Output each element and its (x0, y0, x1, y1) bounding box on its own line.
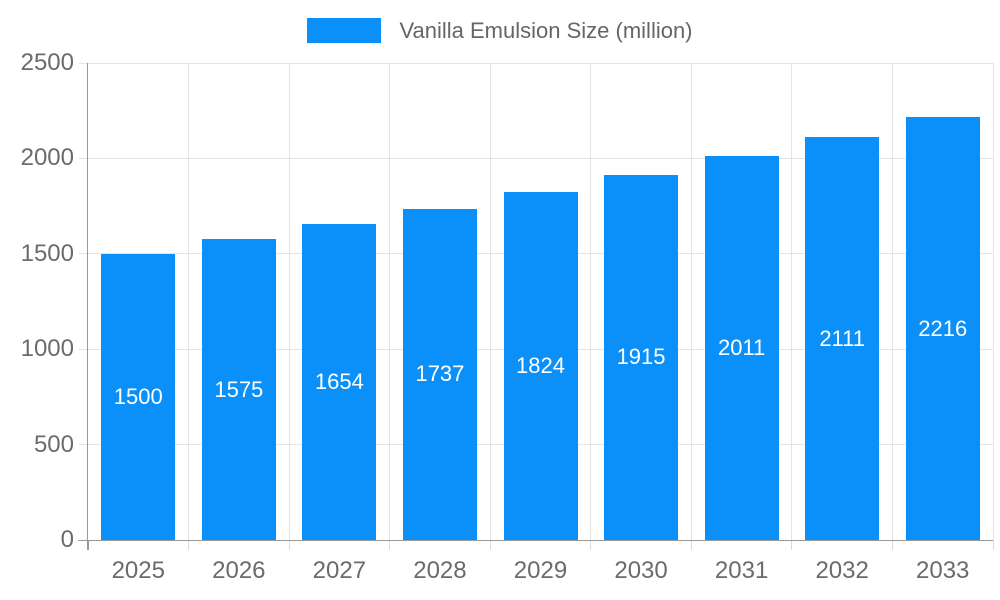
bar-value-label: 1575 (214, 376, 264, 402)
bar-2027[interactable] (302, 224, 377, 540)
x-axis-tick (389, 540, 391, 550)
x-axis-label: 2032 (815, 557, 869, 584)
y-axis-label: 2000 (20, 144, 74, 172)
x-axis-label: 2030 (614, 557, 668, 584)
y-axis-tick (79, 444, 88, 446)
x-gridline (389, 63, 391, 540)
y-axis-label: 2500 (20, 49, 74, 76)
x-axis-label: 2028 (413, 557, 467, 584)
bar-value-label: 1915 (616, 344, 666, 370)
bar-2032[interactable] (805, 137, 880, 540)
bar-value-label: 2216 (918, 315, 968, 341)
chart-legend[interactable]: Vanilla Emulsion Size (million) (0, 14, 1000, 46)
x-gridline (992, 63, 994, 540)
x-axis-label: 2025 (111, 557, 165, 584)
bar-2033[interactable] (905, 117, 980, 540)
x-gridline (188, 63, 190, 540)
y-axis-line (87, 63, 88, 550)
bar-2030[interactable] (604, 174, 679, 540)
bar-value-label: 1737 (415, 361, 465, 387)
bar-value-label: 2111 (819, 325, 865, 351)
legend-label: Vanilla Emulsion Size (million) (399, 17, 693, 43)
x-gridline (288, 63, 290, 540)
x-gridline (590, 63, 592, 540)
legend-swatch-icon (307, 17, 382, 43)
y-gridline (88, 157, 993, 159)
bar-2028[interactable] (402, 208, 477, 540)
y-axis-label: 500 (33, 430, 74, 458)
x-axis-tick (690, 540, 692, 550)
bar-value-label: 2011 (717, 335, 766, 361)
bar-2025[interactable] (101, 253, 176, 540)
x-axis-line (78, 539, 993, 541)
bar-2031[interactable] (704, 156, 779, 540)
x-gridline (791, 63, 793, 540)
x-axis-label: 2029 (513, 557, 568, 584)
x-axis-label: 2026 (212, 557, 266, 584)
x-axis-tick (590, 540, 592, 550)
x-axis-tick (288, 540, 290, 550)
x-axis-tick (87, 540, 89, 550)
y-axis-tick (79, 348, 88, 350)
bar-2029[interactable] (503, 191, 578, 540)
bar-value-label: 1824 (516, 352, 565, 378)
y-gridline (88, 62, 993, 64)
x-axis-tick (992, 540, 994, 550)
bar-value-label: 1654 (314, 369, 364, 395)
y-axis-label: 1500 (20, 239, 74, 267)
x-gridline (690, 63, 692, 540)
x-gridline (891, 63, 893, 540)
bar-value-label: 1500 (113, 383, 163, 409)
y-axis-label: 0 (60, 526, 74, 553)
x-axis-tick (791, 540, 793, 550)
x-axis-tick (489, 540, 491, 550)
bar-2026[interactable] (201, 239, 276, 540)
x-axis-tick (891, 540, 893, 550)
y-axis-tick (79, 157, 88, 159)
x-axis-tick (188, 540, 190, 550)
y-axis-tick (79, 62, 88, 64)
x-axis-label: 2033 (916, 557, 970, 584)
x-axis-label: 2027 (312, 557, 367, 584)
y-axis-label: 1000 (20, 335, 74, 363)
y-axis-tick (79, 253, 88, 255)
x-gridline (489, 63, 491, 540)
x-axis-label: 2031 (714, 557, 769, 584)
